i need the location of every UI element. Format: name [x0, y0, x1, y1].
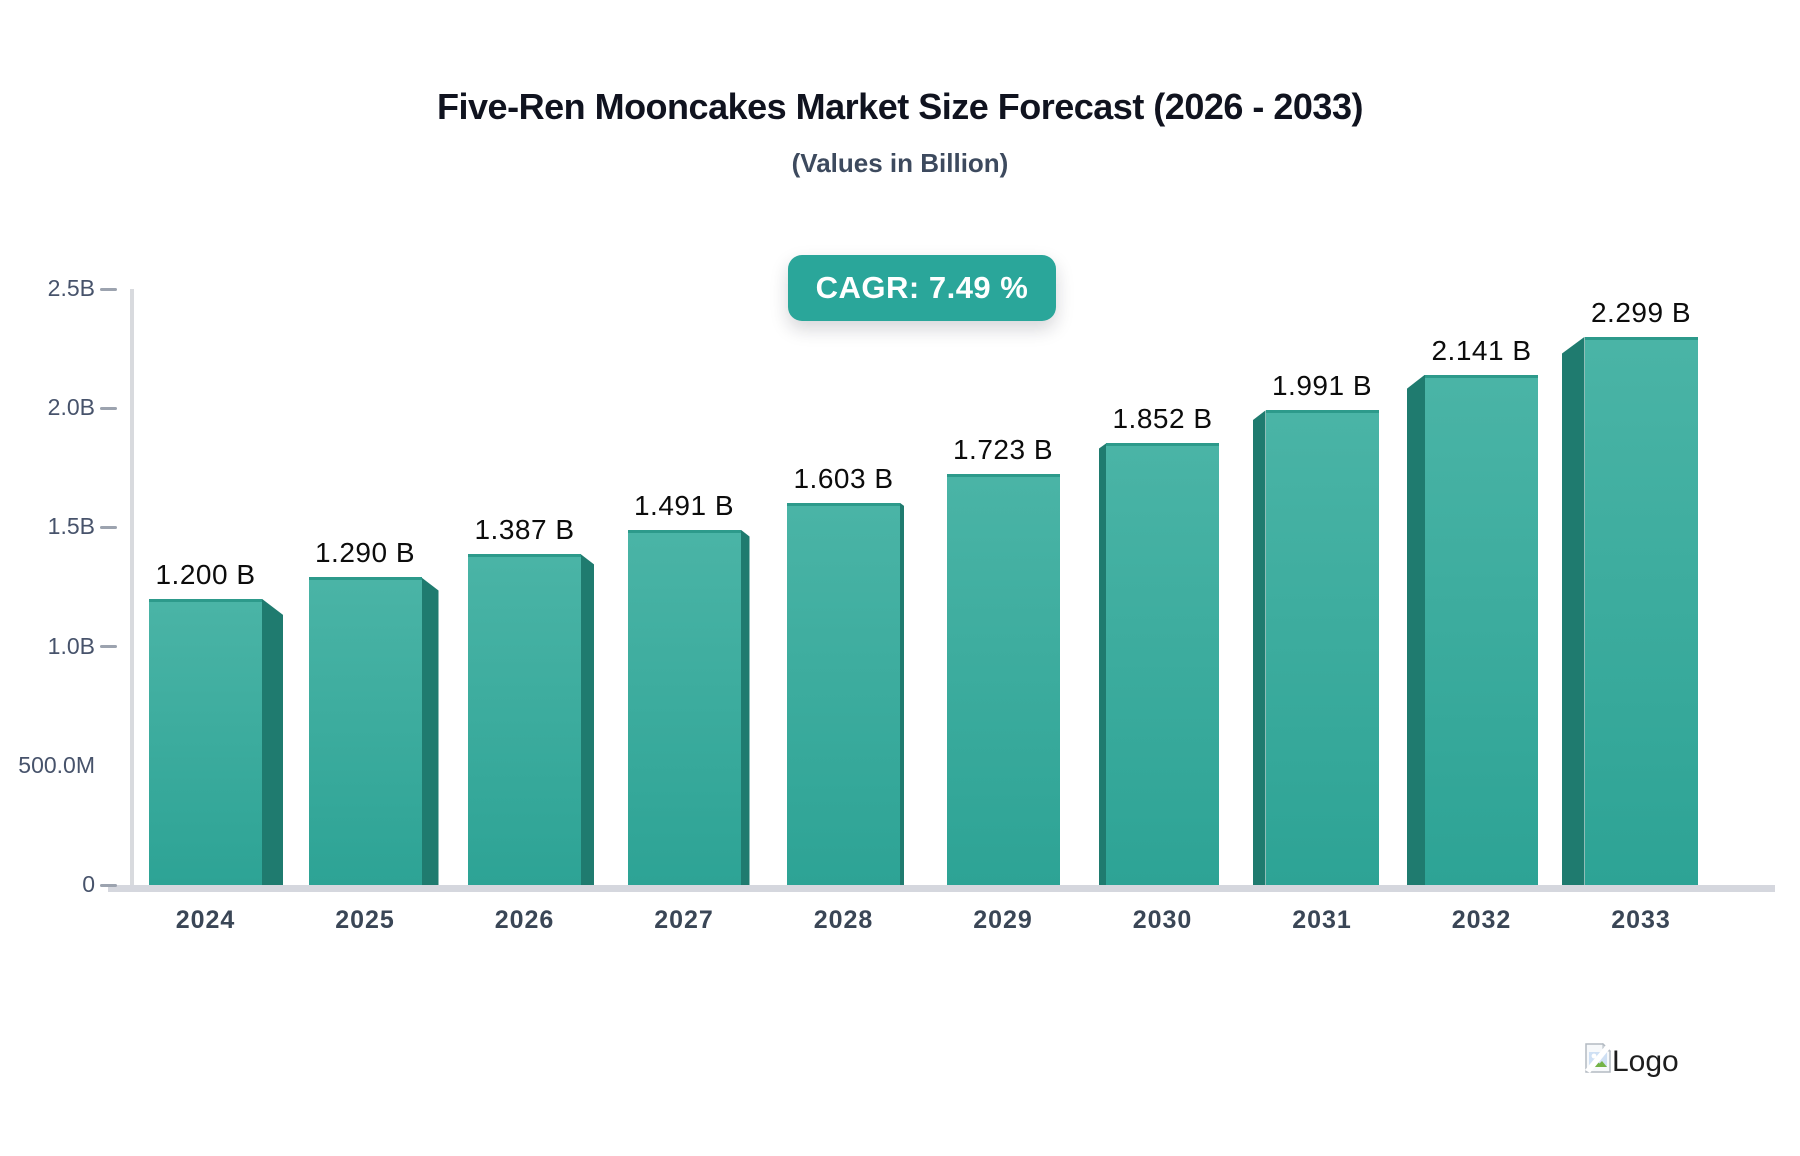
y-tick-dash — [100, 645, 117, 649]
cagr-badge: CAGR: 7.49 % — [788, 255, 1056, 321]
bar-2026 — [468, 554, 581, 885]
logo: Logo — [1585, 1043, 1679, 1077]
bar-2030 — [1106, 443, 1219, 885]
y-tick-label: 0 — [82, 871, 95, 897]
x-tick-label-2024: 2024 — [175, 906, 236, 934]
bar-value-2027: 1.491 B — [633, 489, 735, 521]
bar-value-2033: 2.299 B — [1590, 296, 1692, 328]
bar-side-2031 — [1252, 410, 1266, 885]
bar-side-2028 — [900, 502, 904, 885]
bar-2027 — [627, 529, 741, 885]
bar-value-2031: 1.991 B — [1271, 370, 1373, 402]
y-tick-label: 2.0B — [47, 394, 95, 421]
bar-side-2030 — [1099, 443, 1106, 885]
y-axis-line — [130, 289, 134, 885]
bar-side-2026 — [581, 554, 594, 885]
bar-side-2033 — [1561, 336, 1585, 885]
x-tick-label-2031: 2031 — [1292, 906, 1352, 934]
bar-2033 — [1584, 336, 1698, 885]
x-tick-label-2030: 2030 — [1132, 906, 1193, 934]
x-tick-label-2028: 2028 — [813, 906, 874, 934]
bar-value-2029: 1.723 B — [952, 434, 1054, 466]
bar-2024 — [149, 598, 262, 885]
bar-2029 — [946, 474, 1060, 885]
bar-2031 — [1265, 410, 1379, 885]
chart-subtitle: (Values in Billion) — [791, 148, 1009, 178]
bar-2032 — [1425, 374, 1538, 885]
y-tick-dash — [100, 406, 117, 410]
x-axis-baseline — [108, 885, 1775, 892]
bar-value-2026: 1.387 B — [474, 514, 575, 546]
y-tick-dash — [100, 883, 117, 887]
y-tick-label: 1.0B — [47, 632, 95, 659]
bar-side-2025 — [421, 577, 439, 885]
cagr-badge-label: CAGR: 7.49 % — [815, 270, 1029, 305]
bar-2028 — [787, 502, 900, 885]
bar-value-2025: 1.290 B — [314, 537, 416, 569]
y-tick-label: 500.0M — [18, 751, 95, 778]
x-tick-label-2032: 2032 — [1451, 906, 1512, 934]
bar-value-2030: 1.852 B — [1112, 403, 1213, 435]
x-tick-label-2033: 2033 — [1611, 906, 1671, 934]
y-tick-label: 2.5B — [47, 275, 95, 301]
x-tick-label-2029: 2029 — [973, 906, 1033, 934]
broken-image-icon — [1585, 1043, 1611, 1073]
bar-value-2028: 1.603 B — [793, 462, 894, 494]
y-tick-label: 1.5B — [47, 513, 95, 540]
x-tick-label-2025: 2025 — [335, 906, 395, 934]
y-tick-dash — [100, 287, 117, 291]
bar-value-2032: 2.141 B — [1431, 334, 1532, 366]
x-tick-label-2027: 2027 — [654, 906, 714, 934]
bar-side-2024 — [262, 598, 283, 885]
bar-side-2032 — [1407, 374, 1425, 885]
chart-title: Five-Ren Mooncakes Market Size Forecast … — [437, 86, 1363, 127]
x-tick-label-2026: 2026 — [494, 906, 555, 934]
bar-side-2027 — [740, 529, 750, 885]
bar-2025 — [308, 577, 422, 885]
bar-value-2024: 1.200 B — [155, 558, 256, 590]
logo-text: Logo — [1612, 1045, 1679, 1078]
y-tick-dash — [100, 525, 117, 529]
